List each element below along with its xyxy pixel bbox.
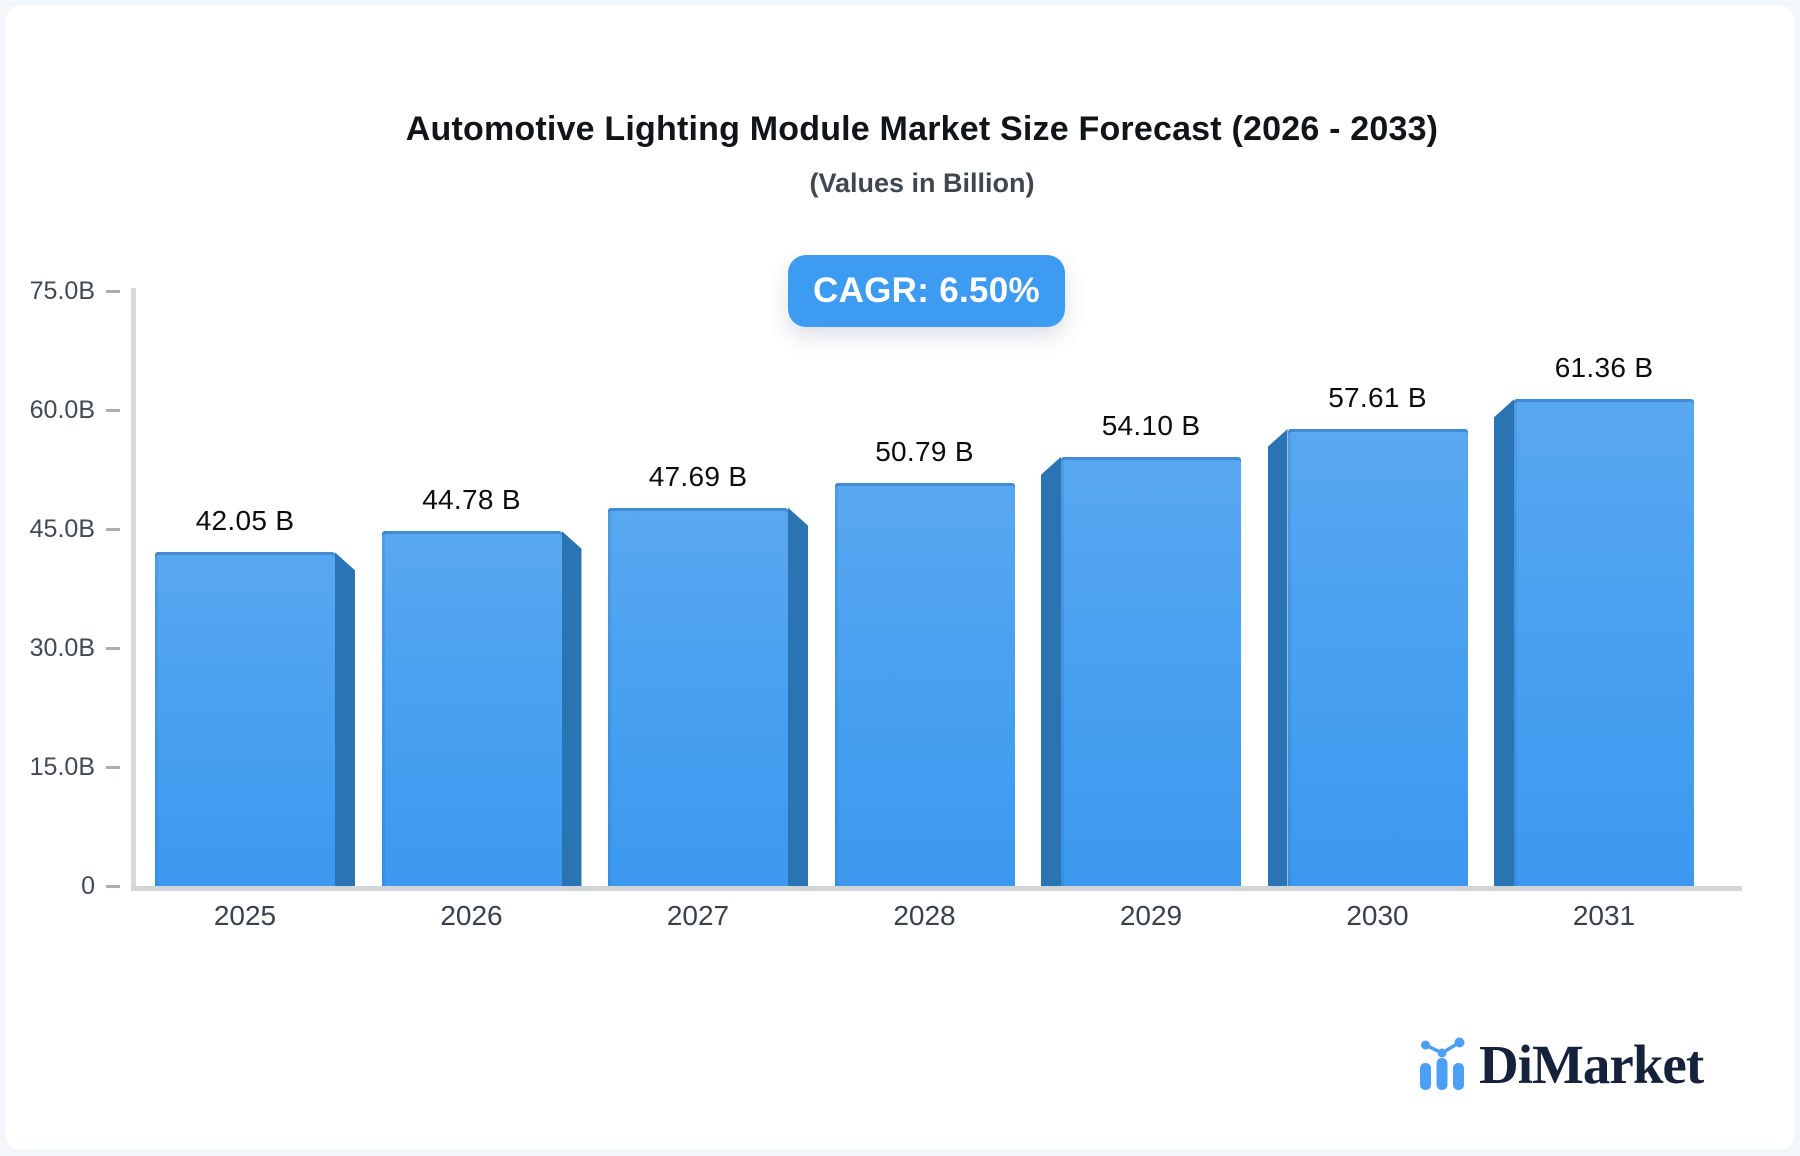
bar-value-label: 47.69 B — [648, 460, 748, 492]
bar-2027[interactable] — [608, 507, 788, 886]
bar-3d-side-face — [788, 507, 808, 886]
cagr-badge: CAGR: 6.50% — [788, 255, 1065, 327]
bar-3d-side-face — [335, 552, 355, 886]
x-tick-label-2029: 2029 — [1119, 900, 1183, 931]
bar-value-label: 61.36 B — [1554, 352, 1654, 384]
y-axis-line — [131, 288, 136, 889]
bar-3d-side-face — [1041, 456, 1061, 886]
x-tick-label-2027: 2027 — [666, 900, 730, 931]
bar-3d-side-face — [561, 530, 582, 886]
y-tick-label: 0 — [81, 872, 95, 900]
bar-2031[interactable] — [1514, 399, 1694, 886]
chart-subtitle: (Values in Billion) — [809, 168, 1035, 198]
x-axis-line — [131, 886, 1742, 891]
bar-2030[interactable] — [1287, 428, 1468, 886]
y-tick-dash — [106, 884, 120, 888]
brand-logo-text: DiMarket — [1479, 1034, 1704, 1095]
bar-2025[interactable] — [155, 552, 335, 886]
bar-value-label: 50.79 B — [875, 436, 974, 468]
bar-3d-side-face — [1267, 428, 1288, 886]
x-tick-label-2030: 2030 — [1346, 900, 1409, 931]
bar-value-label: 42.05 B — [195, 505, 295, 537]
brand-logo[interactable]: DiMarket — [1418, 1032, 1704, 1095]
bar-value-label: 57.61 B — [1328, 381, 1427, 413]
chart-title: Automotive Lighting Module Market Size F… — [405, 110, 1439, 148]
y-tick-label: 60.0B — [29, 396, 95, 424]
y-tick-label: 15.0B — [29, 753, 95, 781]
y-tick-dash — [106, 289, 120, 293]
bar-2026[interactable] — [381, 530, 562, 886]
y-tick-label: 75.0B — [29, 277, 95, 305]
bar-value-label: 44.78 B — [422, 483, 521, 515]
y-tick-dash — [106, 527, 120, 531]
bar-3d-side-face — [1494, 399, 1514, 886]
bar-2029[interactable] — [1061, 456, 1241, 886]
bar-2028[interactable] — [834, 483, 1015, 886]
bar-value-label: 54.10 B — [1101, 409, 1201, 441]
y-tick-dash — [106, 765, 120, 769]
y-tick-dash — [106, 646, 120, 650]
dimarket-bars-icon — [1420, 1037, 1465, 1090]
x-tick-label-2031: 2031 — [1572, 900, 1636, 931]
y-tick-label: 45.0B — [29, 515, 95, 543]
cagr-badge-label: CAGR: 6.50% — [813, 271, 1040, 310]
x-tick-label-2025: 2025 — [213, 900, 277, 931]
y-tick-dash — [106, 408, 120, 412]
y-tick-label: 30.0B — [29, 634, 95, 662]
x-tick-label-2028: 2028 — [893, 900, 956, 931]
x-tick-label-2026: 2026 — [440, 900, 503, 931]
